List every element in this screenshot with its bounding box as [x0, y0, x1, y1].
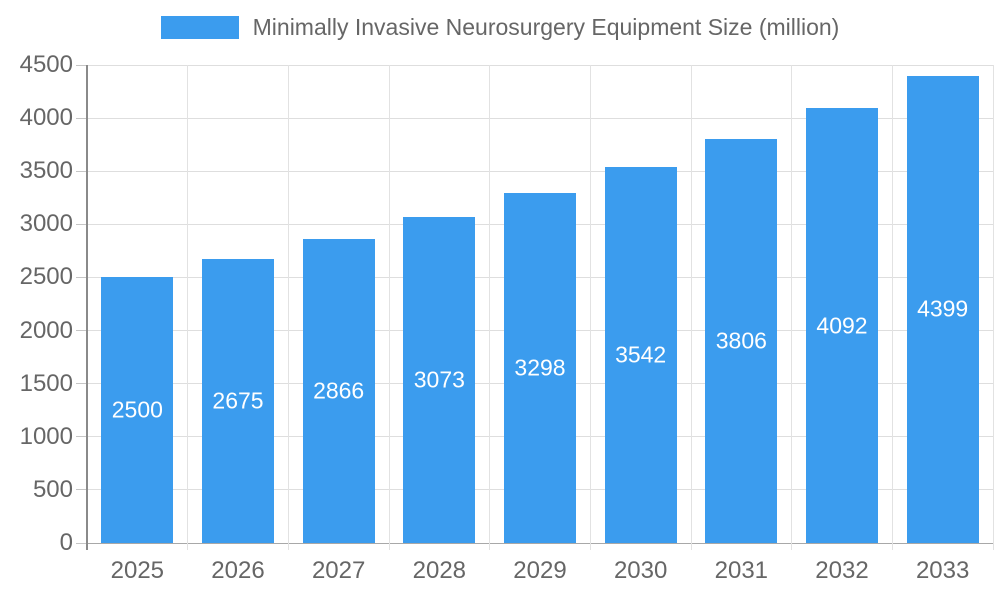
- x-gridline: [287, 65, 289, 550]
- legend-item[interactable]: Minimally Invasive Neurosurgery Equipmen…: [160, 14, 840, 41]
- y-gridline: [87, 117, 993, 119]
- chart-legend: Minimally Invasive Neurosurgery Equipmen…: [0, 14, 1000, 41]
- x-axis-label: 2027: [311, 557, 366, 584]
- bar: 3542: [604, 166, 677, 543]
- bar: 4399: [906, 75, 979, 543]
- y-axis-tick: [76, 223, 86, 225]
- bar-value-label: 3542: [615, 341, 667, 368]
- y-axis-tick: [76, 542, 86, 544]
- y-axis-label: 4000: [19, 104, 73, 132]
- legend-label: Minimally Invasive Neurosurgery Equipmen…: [252, 14, 840, 40]
- x-axis-label: 2029: [513, 557, 567, 584]
- y-gridline: [87, 64, 993, 66]
- x-gridline: [690, 65, 692, 550]
- bar: 3806: [705, 138, 778, 543]
- y-axis-label: 1500: [19, 369, 73, 397]
- bar-value-label: 2500: [111, 396, 163, 423]
- y-axis-tick: [76, 436, 86, 438]
- y-axis-tick: [76, 117, 86, 119]
- x-gridline: [791, 65, 793, 550]
- bar: 4092: [806, 108, 878, 543]
- x-axis-label: 2030: [613, 557, 668, 584]
- y-gridline: [87, 542, 993, 544]
- y-axis-label: 2000: [19, 316, 73, 344]
- x-gridline: [388, 65, 390, 550]
- y-axis-tick: [76, 170, 86, 172]
- x-axis-label: 2032: [815, 557, 869, 584]
- bar-value-label: 4092: [816, 312, 868, 339]
- y-axis-tick: [76, 489, 86, 491]
- y-axis-label: 0: [59, 529, 73, 556]
- bar-value-label: 3298: [514, 354, 566, 381]
- y-axis-line: [86, 65, 88, 550]
- bar-value-label: 3073: [413, 366, 465, 393]
- x-gridline: [992, 65, 994, 550]
- x-axis-label: 2031: [714, 557, 769, 584]
- bar-value-label: 2866: [313, 377, 365, 404]
- x-gridline: [489, 65, 491, 550]
- y-gridline: [87, 170, 993, 172]
- x-gridline: [891, 65, 893, 550]
- y-axis-label: 1000: [19, 422, 73, 450]
- bar: 3298: [504, 192, 576, 543]
- y-axis-tick: [76, 64, 86, 66]
- y-axis-label: 3000: [19, 210, 73, 238]
- x-axis-label: 2028: [412, 557, 467, 584]
- y-axis-label: 4500: [19, 51, 73, 78]
- y-axis-label: 3500: [19, 157, 73, 185]
- bar: 2500: [101, 277, 174, 543]
- bar-value-label: 2675: [212, 387, 264, 414]
- bar: 2866: [302, 238, 375, 543]
- y-axis-tick: [76, 383, 86, 385]
- bar-value-label: 3806: [715, 327, 767, 354]
- y-axis-label: 500: [32, 475, 73, 503]
- bar-value-label: 4399: [917, 295, 969, 322]
- x-axis-label: 2025: [110, 557, 165, 584]
- x-axis-label: 2026: [211, 557, 265, 584]
- bar: 2675: [202, 258, 274, 543]
- plot-area: 0 500 1000 1500 2000 2500 3000 3500 4000 4500 2500…: [20, 52, 994, 584]
- y-axis-tick: [76, 276, 86, 278]
- legend-swatch-icon: [160, 16, 239, 39]
- y-axis-tick: [76, 330, 86, 332]
- bar: 3073: [403, 216, 476, 543]
- x-gridline: [589, 65, 591, 550]
- y-axis-label: 2500: [19, 263, 73, 291]
- x-gridline: [187, 65, 189, 550]
- x-axis-label: 2033: [915, 557, 970, 584]
